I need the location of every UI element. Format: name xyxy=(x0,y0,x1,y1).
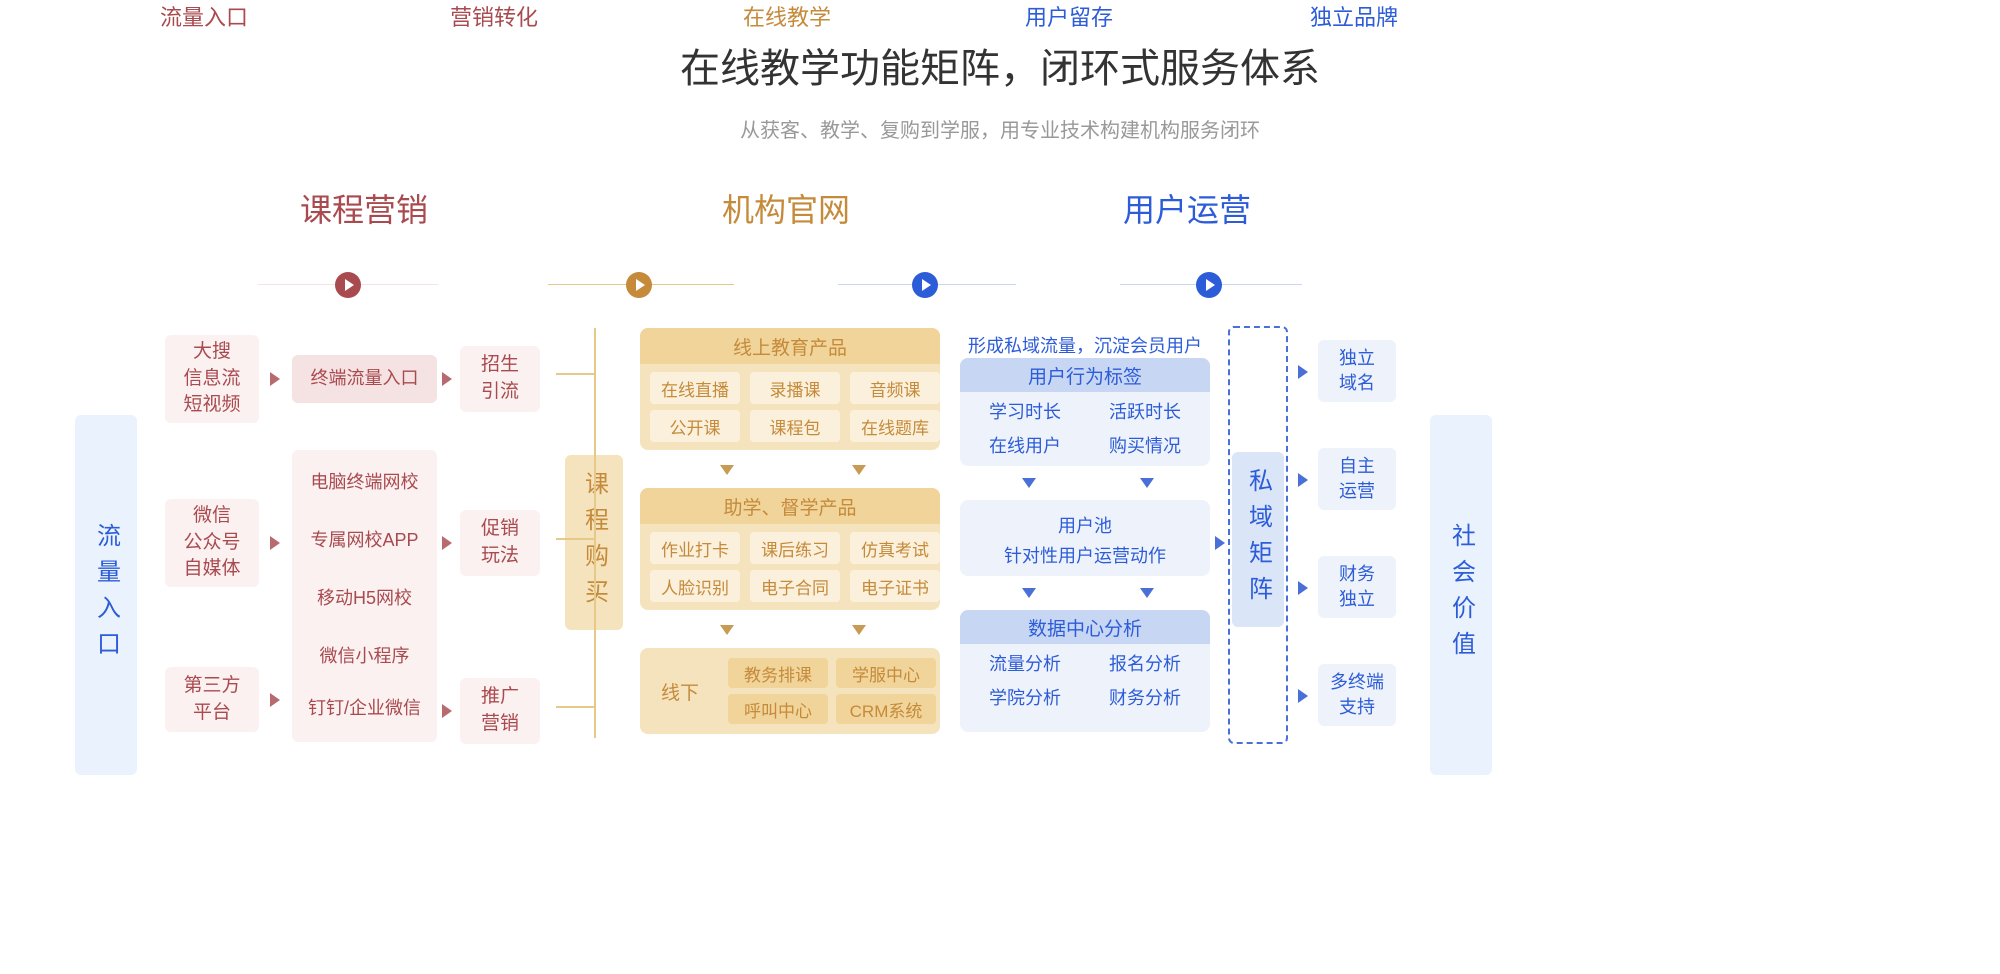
orange-hbar-0 xyxy=(556,373,594,375)
arrow-red-4 xyxy=(442,536,452,550)
web-item: 作业打卡 xyxy=(650,532,740,564)
mkt1-b1: 大搜 信息流 短视频 xyxy=(165,335,259,423)
web-item: 在线题库 xyxy=(850,410,940,442)
stage-s1: 流量入口 xyxy=(160,0,248,32)
pillar-social: 社会价值 xyxy=(1430,415,1492,775)
ops-group-title: 数据中心分析 xyxy=(960,610,1210,644)
web-item: 公开课 xyxy=(650,410,740,442)
arrow-orange-1 xyxy=(852,465,866,475)
arrow-blue-d-2 xyxy=(1022,588,1036,598)
orange-vbar xyxy=(594,328,596,738)
web-item: 人脸识别 xyxy=(650,570,740,602)
mkt2-b6: 钉钉/企业微信 xyxy=(302,692,427,726)
play-icon xyxy=(1196,272,1222,298)
ops-pool-l2: 针对性用户运营动作 xyxy=(960,542,1210,568)
ops-item: 学习时长 xyxy=(975,398,1075,424)
web-item: 学服中心 xyxy=(836,658,936,688)
arrow-blue-d-3 xyxy=(1140,588,1154,598)
web-item: 录播课 xyxy=(750,372,840,404)
web-item: CRM系统 xyxy=(836,694,936,724)
section-marketing: 课程营销 xyxy=(300,185,428,231)
ops-item: 购买情况 xyxy=(1095,432,1195,458)
ops-header: 形成私域流量，沉淀会员用户 xyxy=(960,332,1210,358)
ops-item: 报名分析 xyxy=(1095,650,1195,676)
mkt3-b1: 招生 引流 xyxy=(460,346,540,412)
dashed-matrix xyxy=(1228,326,1288,744)
web-item: 在线直播 xyxy=(650,372,740,404)
web-group-title: 助学、督学产品 xyxy=(640,488,940,524)
mkt3-b2: 促销 玩法 xyxy=(460,510,540,576)
stage-s4: 用户留存 xyxy=(1025,0,1113,32)
web-group-title: 线下 xyxy=(640,648,720,734)
orange-hbar-2 xyxy=(556,706,594,708)
mkt3-b3: 推广 营销 xyxy=(460,678,540,744)
arrow-blue-d-1 xyxy=(1140,478,1154,488)
stage-row xyxy=(0,270,2000,310)
arrow-blue-r-2 xyxy=(1298,473,1308,487)
arrow-red-1 xyxy=(270,536,280,550)
main-title: 在线教学功能矩阵，闭环式服务体系 xyxy=(0,0,2000,94)
web-item: 呼叫中心 xyxy=(728,694,828,724)
orange-hbar-1 xyxy=(556,538,594,540)
stage-s5: 独立品牌 xyxy=(1310,0,1398,32)
web-item: 教务排课 xyxy=(728,658,828,688)
stage-s2: 营销转化 xyxy=(450,0,538,32)
web-item: 课后练习 xyxy=(750,532,840,564)
brand-b1: 独立 域名 xyxy=(1318,340,1396,402)
arrow-red-0 xyxy=(270,372,280,386)
arrow-red-2 xyxy=(270,693,280,707)
section-website: 机构官网 xyxy=(722,185,850,231)
play-icon xyxy=(335,272,361,298)
arrow-blue-r-0 xyxy=(1215,536,1225,550)
ops-item: 在线用户 xyxy=(975,432,1075,458)
mkt2-b4: 移动H5网校 xyxy=(302,582,427,616)
section-operations: 用户运营 xyxy=(1123,185,1251,231)
brand-b2: 自主 运营 xyxy=(1318,448,1396,510)
mkt1-b2: 微信 公众号 自媒体 xyxy=(165,499,259,587)
ops-item: 学院分析 xyxy=(975,684,1075,710)
brand-b3: 财务 独立 xyxy=(1318,556,1396,618)
arrow-orange-2 xyxy=(720,625,734,635)
arrow-orange-0 xyxy=(720,465,734,475)
play-icon xyxy=(626,272,652,298)
subtitle: 从获客、教学、复购到学服，用专业技术构建机构服务闭环 xyxy=(0,114,2000,143)
pillar-traffic: 流量入口 xyxy=(75,415,137,775)
web-item: 音频课 xyxy=(850,372,940,404)
web-item: 课程包 xyxy=(750,410,840,442)
mkt2-b5: 微信小程序 xyxy=(302,640,427,674)
arrow-orange-3 xyxy=(852,625,866,635)
web-item: 电子合同 xyxy=(750,570,840,602)
arrow-blue-d-0 xyxy=(1022,478,1036,488)
web-group-title: 线上教育产品 xyxy=(640,328,940,364)
arrow-red-5 xyxy=(442,704,452,718)
arrow-blue-r-1 xyxy=(1298,365,1308,379)
arrow-blue-r-4 xyxy=(1298,689,1308,703)
ops-item: 财务分析 xyxy=(1095,684,1195,710)
web-item: 电子证书 xyxy=(850,570,940,602)
mkt1-b3: 第三方 平台 xyxy=(165,667,259,732)
brand-b4: 多终端 支持 xyxy=(1318,664,1396,726)
arrow-red-3 xyxy=(442,372,452,386)
play-icon xyxy=(912,272,938,298)
mkt2-b3: 专属网校APP xyxy=(302,524,427,558)
mkt2-b2: 电脑终端网校 xyxy=(302,466,427,500)
web-item: 仿真考试 xyxy=(850,532,940,564)
ops-pool-l1: 用户池 xyxy=(960,512,1210,538)
ops-item: 流量分析 xyxy=(975,650,1075,676)
ops-group-title: 用户行为标签 xyxy=(960,358,1210,392)
stage-s3: 在线教学 xyxy=(743,0,831,32)
section-headers: 课程营销 机构官网 用户运营 xyxy=(0,185,2000,235)
ops-item: 活跃时长 xyxy=(1095,398,1195,424)
mkt2-b1: 终端流量入口 xyxy=(292,355,437,403)
arrow-blue-r-3 xyxy=(1298,581,1308,595)
